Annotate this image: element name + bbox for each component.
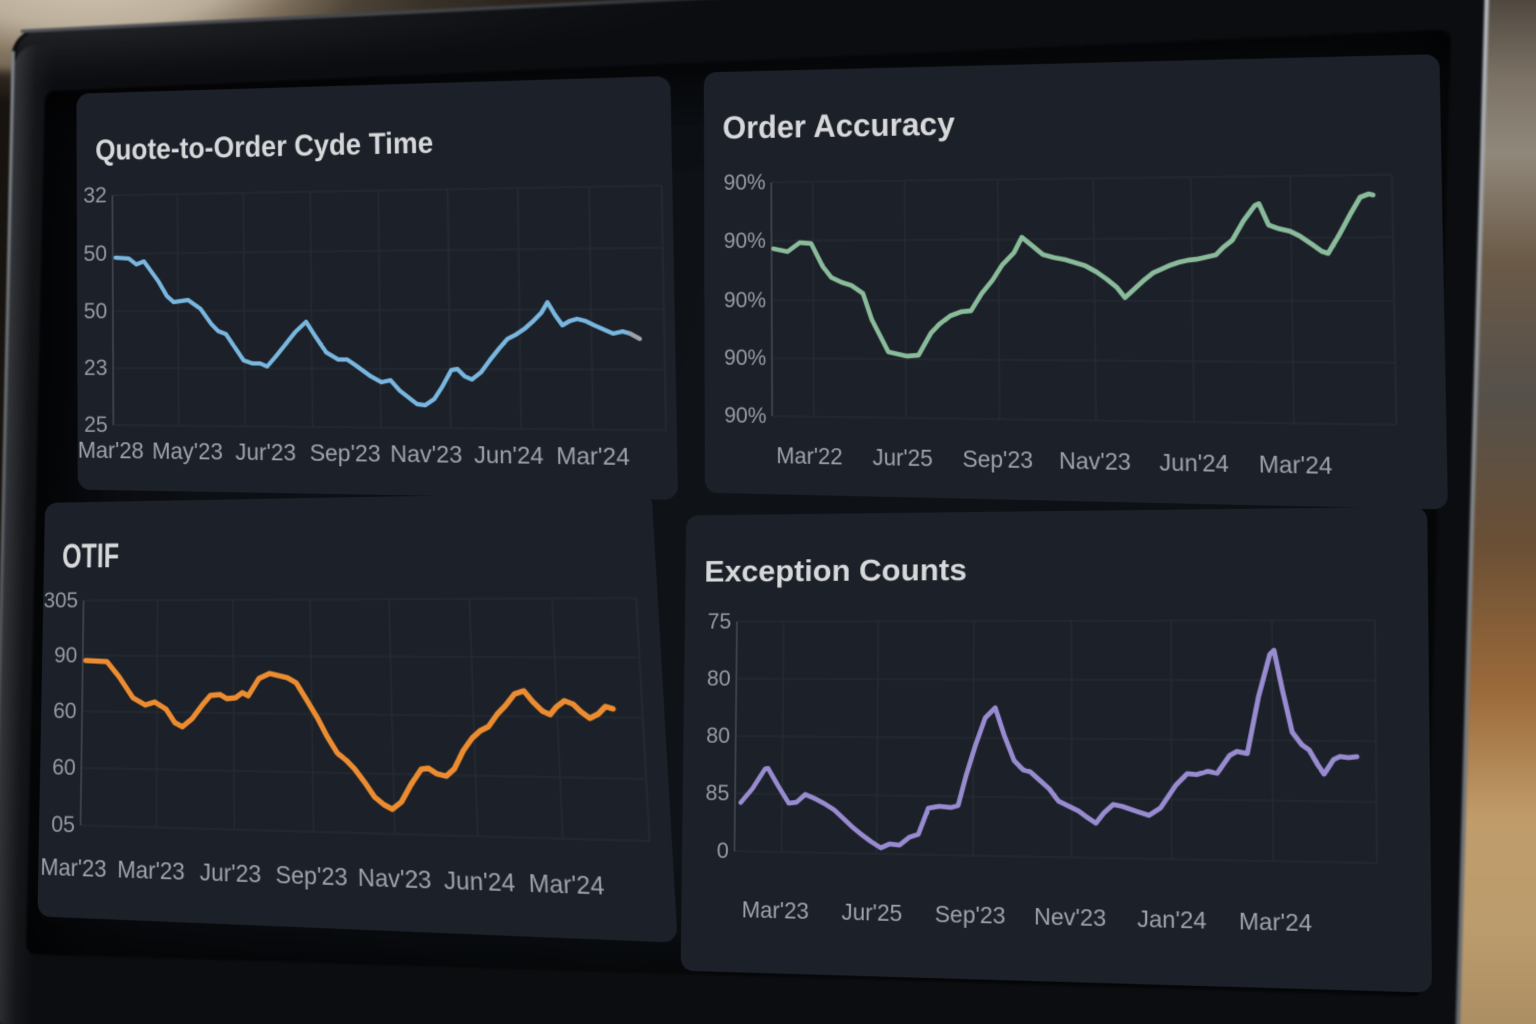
- svg-text:60: 60: [52, 755, 76, 780]
- svg-text:80: 80: [706, 723, 730, 748]
- svg-text:Mar'22: Mar'22: [776, 443, 842, 470]
- svg-text:0: 0: [717, 838, 729, 863]
- svg-text:25: 25: [84, 412, 108, 437]
- svg-text:Sep'23: Sep'23: [275, 861, 347, 891]
- svg-text:Jun'24: Jun'24: [444, 867, 516, 898]
- svg-text:Mar'28: Mar'28: [78, 437, 144, 464]
- svg-text:80: 80: [707, 666, 731, 691]
- svg-text:Mar'23: Mar'23: [40, 854, 106, 883]
- svg-text:May'23: May'23: [152, 437, 223, 464]
- svg-text:Jur'25: Jur'25: [841, 900, 902, 927]
- svg-text:Nev'23: Nev'23: [1034, 904, 1106, 931]
- svg-text:75: 75: [707, 609, 731, 634]
- svg-text:05: 05: [51, 812, 75, 838]
- svg-text:90%: 90%: [724, 228, 766, 253]
- svg-text:90: 90: [54, 644, 77, 668]
- svg-text:Sep'23: Sep'23: [962, 447, 1033, 474]
- svg-text:85: 85: [705, 781, 729, 806]
- svg-text:Order Accuracy: Order Accuracy: [722, 107, 955, 146]
- svg-text:Nav'23: Nav'23: [358, 864, 432, 895]
- svg-text:Jan'24: Jan'24: [1137, 907, 1207, 935]
- svg-text:Jur'23: Jur'23: [235, 438, 296, 466]
- svg-text:Nav'23: Nav'23: [390, 440, 463, 468]
- svg-text:Jun'24: Jun'24: [1159, 450, 1229, 478]
- svg-text:90%: 90%: [724, 170, 766, 195]
- svg-text:Mar'24: Mar'24: [1259, 452, 1333, 480]
- svg-text:Jur'25: Jur'25: [872, 445, 932, 472]
- svg-text:Sep'23: Sep'23: [310, 439, 381, 467]
- svg-text:Mar'24: Mar'24: [556, 442, 630, 471]
- svg-text:23: 23: [84, 355, 108, 380]
- svg-text:Mar'24: Mar'24: [528, 869, 605, 900]
- svg-text:50: 50: [84, 298, 108, 323]
- svg-text:OTIF: OTIF: [62, 537, 119, 576]
- svg-text:90%: 90%: [724, 403, 766, 429]
- svg-text:Mar'23: Mar'23: [742, 898, 809, 925]
- svg-text:90%: 90%: [724, 288, 766, 313]
- svg-text:32: 32: [83, 183, 107, 208]
- svg-text:Quote-to-Order Cyde Time: Quote-to-Order Cyde Time: [95, 126, 433, 168]
- svg-text:90%: 90%: [724, 345, 766, 370]
- svg-text:305: 305: [43, 589, 78, 613]
- svg-text:Mar'23: Mar'23: [117, 856, 185, 885]
- svg-text:50: 50: [83, 241, 107, 266]
- svg-text:Jur'23: Jur'23: [200, 859, 262, 889]
- svg-text:Mar'24: Mar'24: [1239, 909, 1313, 937]
- svg-text:Exception Counts: Exception Counts: [704, 553, 967, 589]
- svg-text:Sep'23: Sep'23: [935, 902, 1006, 929]
- svg-text:60: 60: [53, 699, 77, 724]
- svg-text:Nav'23: Nav'23: [1059, 448, 1131, 475]
- svg-text:Jun'24: Jun'24: [474, 441, 544, 469]
